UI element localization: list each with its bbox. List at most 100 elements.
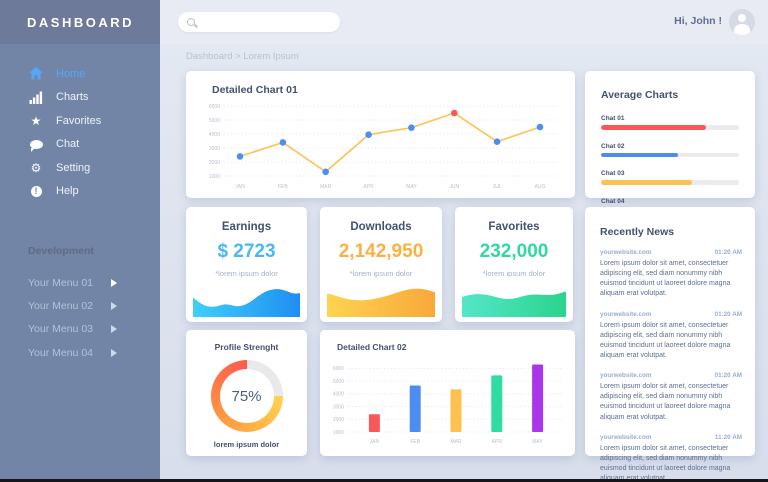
news-item[interactable]: yourwebsite.com 01:20 AM Lorem ipsum dol… [600,249,742,300]
detailed-chart-01-card: Detailed Chart 01 1000 2000 3000 4000 5000 60… [186,71,575,198]
nav-label: Favorites [56,114,102,127]
svg-text:1000: 1000 [333,430,344,436]
average-charts-card: Average Charts Chat 01 Chat 02 Chat 03 C… [585,71,755,212]
favorites-card: Favorites 232,000 *lorem ipsum dolor [455,207,573,322]
svg-text:JUN: JUN [449,184,459,190]
gear-icon: ⚙ [30,160,42,175]
news-source: yourwebsite.com [600,433,652,441]
chevron-right-icon [111,301,117,310]
progress-row: Chat 01 [601,115,739,130]
news-item[interactable]: yourwebsite.com 11:20 AM Lorem ipsum dol… [600,434,742,482]
progress-fill [601,125,706,130]
earnings-card: Earnings $ 2723 *lorem ipsum dolor [186,207,307,322]
downloads-sparkline [327,285,435,317]
topbar: Hi, John ! [160,0,768,44]
svg-text:3000: 3000 [333,404,344,410]
detailed-chart-01-plot: 1000 2000 3000 4000 5000 6000 JAN FEB MAR APR MAY J… [209,104,556,190]
sidebar-item-your-menu-01[interactable]: Your Menu 01 [0,271,160,294]
svg-text:APR: APR [492,439,503,445]
progress-label: Chat 02 [601,142,625,150]
svg-text:5000: 5000 [333,379,344,385]
progress-row: Chat 03 [601,170,739,185]
downloads-card: Downloads 2,142,950 *lorem ipsum dolor [320,207,442,322]
sidebar-item-your-menu-04[interactable]: Your Menu 04 [0,341,160,364]
sidebar-item-home[interactable]: Home [0,62,160,86]
progress-label: Chat 04 [601,197,625,205]
donut-caption: lorem ipsum dolor [213,440,280,449]
search-icon [187,18,195,26]
svg-text:AUG: AUG [535,184,546,190]
chevron-right-icon [111,278,117,287]
news-body: Lorem ipsum dolor sit amet, consectetuer… [600,444,731,482]
news-item[interactable]: yourwebsite.com 01:20 AM Lorem ipsum dol… [600,372,742,423]
chevron-right-icon [111,325,117,334]
svg-text:3000: 3000 [209,146,220,152]
sidebar-item-your-menu-03[interactable]: Your Menu 03 [0,318,160,341]
progress-fill [601,152,679,157]
progress-label: Chat 03 [601,170,625,177]
sidebar-item-your-menu-02[interactable]: Your Menu 02 [0,294,160,317]
stat-note: *lorem ipsum dolor [215,269,278,278]
stat-value: 2,142,950 [338,241,424,262]
news-source: yourwebsite.com [600,372,652,380]
svg-text:MAR: MAR [450,439,462,445]
svg-text:JAN: JAN [370,439,380,445]
sidebar-item-setting[interactable]: ⚙ Setting [0,156,160,180]
star-icon: ★ [30,113,42,128]
help-icon: ! [28,185,44,197]
svg-text:4000: 4000 [333,392,344,398]
menu-label: Your Menu 04 [28,346,93,359]
svg-text:JAN: JAN [235,184,245,190]
nav-label: Charts [56,91,89,104]
menu-label: Your Menu 02 [28,299,93,312]
progress-track [601,152,739,157]
stat-note: *lorem ipsum dolor [349,269,413,278]
svg-text:FEB: FEB [278,184,288,190]
recently-news-card: Recently News yourwebsite.com 01:20 AM L… [585,207,755,482]
search-input[interactable] [201,16,321,28]
svg-text:2000: 2000 [209,160,220,166]
news-source: yourwebsite.com [600,310,652,318]
profile-strength-card: Profile Strenght 75% lorem ipsum dolor [186,330,307,456]
progress-track [601,180,739,185]
svg-text:4000: 4000 [209,132,220,138]
sidebar-item-favorites[interactable]: ★ Favorites [0,109,160,133]
svg-text:5000: 5000 [209,118,220,124]
news-title: Recently News [600,226,675,238]
home-icon [28,67,44,80]
svg-text:1000: 1000 [209,174,220,180]
donut-title: Profile Strenght [214,342,279,352]
avatar[interactable] [729,9,755,35]
bottom-edge [0,479,768,482]
svg-text:MAY: MAY [406,184,417,190]
news-source: yourwebsite.com [600,249,652,256]
donut-value: 75% [231,387,262,405]
detailed-chart-02-plot: 1000 2000 3000 4000 5000 6000 JAN FEB MAR APR MAY [333,364,564,445]
news-item[interactable]: yourwebsite.com 01:20 AM Lorem ipsum dol… [600,311,742,362]
svg-text:MAR: MAR [320,184,332,190]
sidebar-header: DASHBOARD [0,0,160,44]
nav-label: Help [56,185,79,198]
news-body: Lorem ipsum dolor sit amet, consectetuer… [600,321,731,359]
chat-icon [28,139,44,152]
earnings-sparkline [193,285,300,317]
svg-text:6000: 6000 [209,104,220,110]
news-time: 01:20 AM [714,372,742,380]
sidebar-item-chat[interactable]: Chat [0,133,160,157]
menu-label: Your Menu 03 [28,323,93,336]
user-greeting: Hi, John ! [674,15,722,27]
svg-text:JUL: JUL [493,184,502,190]
app-logo: DASHBOARD [27,14,134,30]
news-time: 01:20 AM [714,249,742,256]
chart-title: Detailed Chart 02 [337,342,407,352]
stat-value: $ 2723 [217,241,276,262]
bar-chart-icon [28,91,44,104]
progress-label: Chat 01 [601,115,625,122]
news-body: Lorem ipsum dolor sit amet, consectetuer… [600,383,731,421]
sidebar-item-charts[interactable]: Charts [0,86,160,110]
stat-title: Earnings [221,221,272,233]
nav-label: Setting [56,161,91,174]
sidebar-section-label: Development [28,245,94,257]
sidebar-item-help[interactable]: ! Help [0,180,160,204]
